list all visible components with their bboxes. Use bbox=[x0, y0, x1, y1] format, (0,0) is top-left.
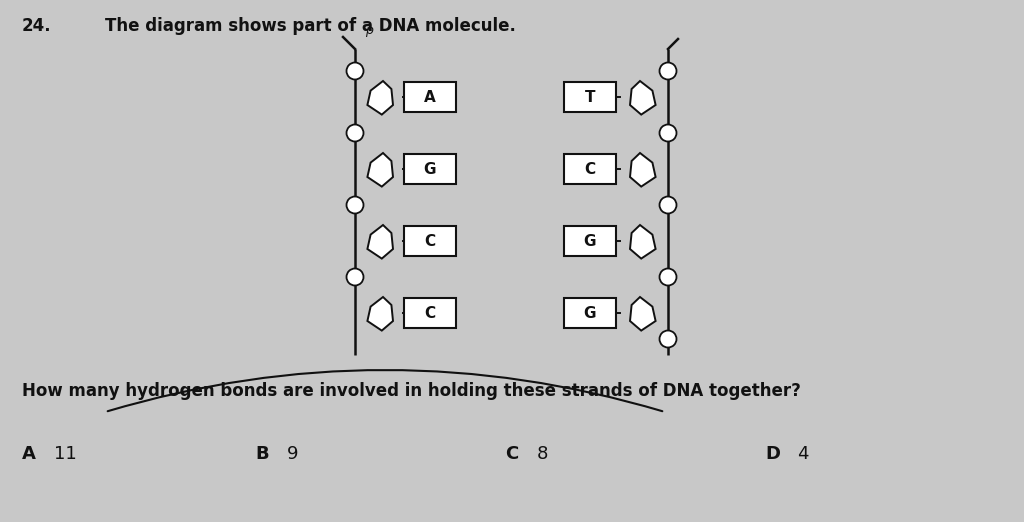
Text: 11: 11 bbox=[54, 445, 77, 463]
Text: C: C bbox=[585, 161, 596, 176]
Circle shape bbox=[659, 330, 677, 348]
FancyBboxPatch shape bbox=[564, 82, 616, 112]
Text: A: A bbox=[22, 445, 36, 463]
FancyBboxPatch shape bbox=[564, 298, 616, 328]
Circle shape bbox=[659, 125, 677, 141]
Polygon shape bbox=[368, 81, 393, 115]
FancyBboxPatch shape bbox=[564, 226, 616, 256]
Circle shape bbox=[346, 125, 364, 141]
Text: 9: 9 bbox=[287, 445, 299, 463]
Text: T: T bbox=[585, 89, 595, 104]
Text: C: C bbox=[505, 445, 518, 463]
Text: G: G bbox=[584, 233, 596, 248]
Polygon shape bbox=[630, 297, 655, 330]
Text: B: B bbox=[255, 445, 268, 463]
Circle shape bbox=[659, 196, 677, 213]
Text: D: D bbox=[765, 445, 780, 463]
Polygon shape bbox=[630, 81, 655, 115]
FancyBboxPatch shape bbox=[404, 226, 456, 256]
Polygon shape bbox=[368, 225, 393, 258]
Text: 24.: 24. bbox=[22, 17, 51, 35]
Text: C: C bbox=[424, 233, 435, 248]
Circle shape bbox=[346, 268, 364, 286]
Polygon shape bbox=[630, 153, 655, 186]
Circle shape bbox=[346, 63, 364, 79]
Text: The diagram shows part of a DNA molecule.: The diagram shows part of a DNA molecule… bbox=[105, 17, 516, 35]
Circle shape bbox=[659, 63, 677, 79]
FancyBboxPatch shape bbox=[404, 298, 456, 328]
Polygon shape bbox=[368, 297, 393, 330]
Text: 4: 4 bbox=[797, 445, 809, 463]
Text: C: C bbox=[424, 305, 435, 321]
Text: p: p bbox=[365, 24, 373, 37]
FancyBboxPatch shape bbox=[404, 154, 456, 184]
Text: G: G bbox=[584, 305, 596, 321]
Polygon shape bbox=[368, 153, 393, 186]
Text: 8: 8 bbox=[537, 445, 549, 463]
Polygon shape bbox=[630, 225, 655, 258]
FancyBboxPatch shape bbox=[564, 154, 616, 184]
Circle shape bbox=[659, 268, 677, 286]
Text: How many hydrogen bonds are involved in holding these strands of DNA together?: How many hydrogen bonds are involved in … bbox=[22, 382, 801, 400]
Circle shape bbox=[346, 196, 364, 213]
Text: G: G bbox=[424, 161, 436, 176]
FancyBboxPatch shape bbox=[404, 82, 456, 112]
Text: A: A bbox=[424, 89, 436, 104]
